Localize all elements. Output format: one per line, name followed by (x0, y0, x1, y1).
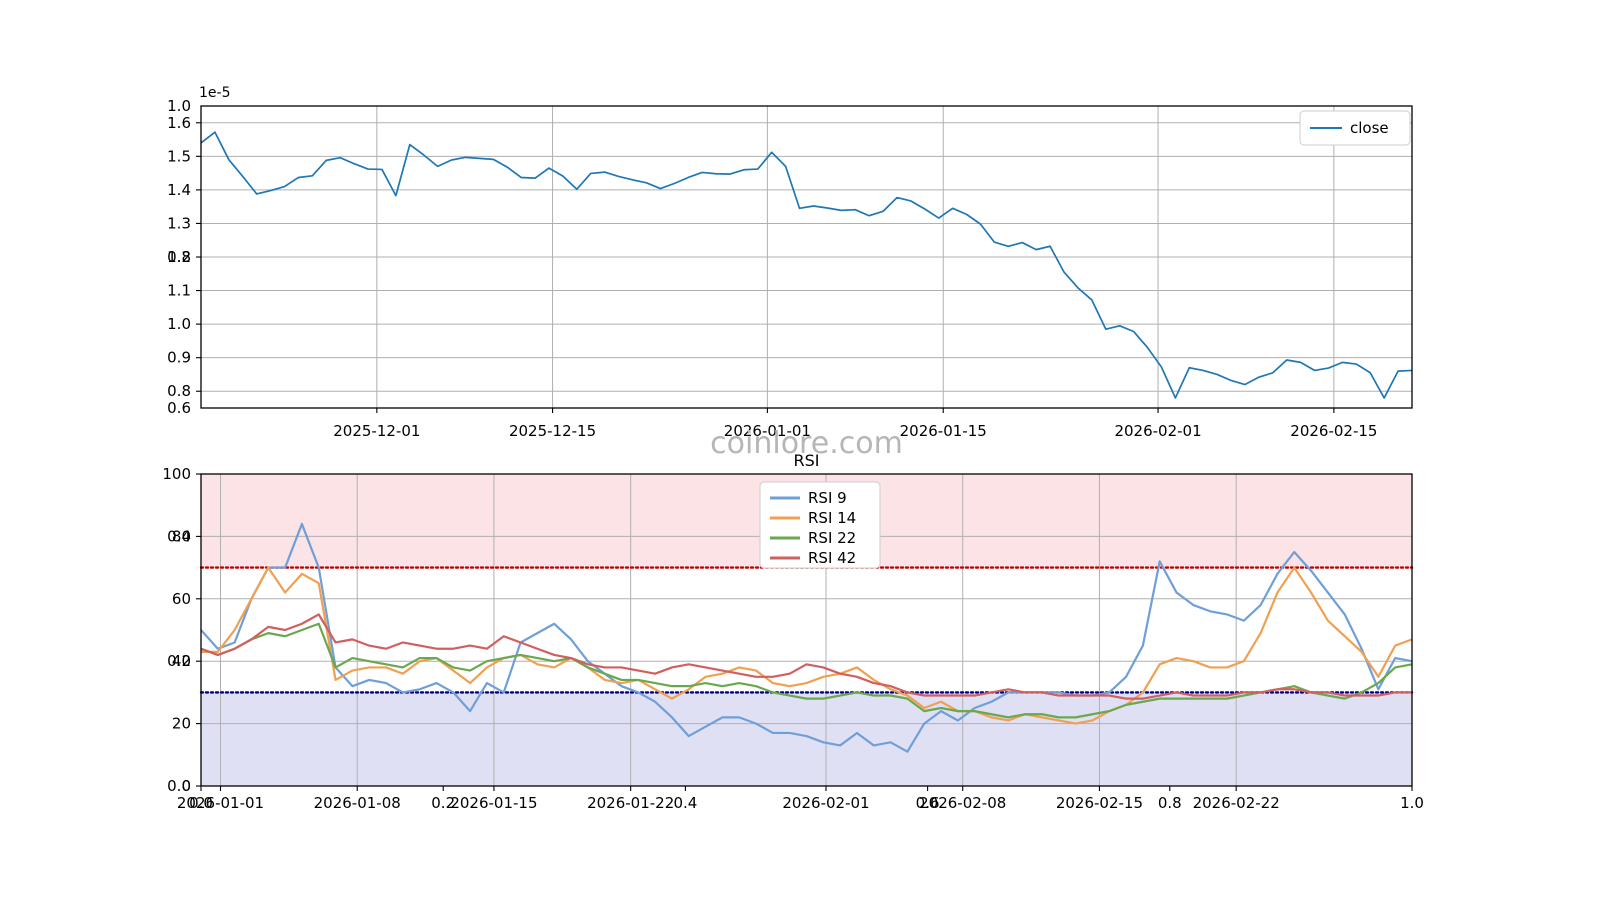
watermark-text: coinlore.com (710, 426, 903, 461)
price-xtick-label: 2026-02-15 (1290, 422, 1377, 440)
price-ytick-label: 0.9 (167, 349, 191, 367)
rsi-secondary-xtick-label: 0.0 (189, 794, 213, 812)
rsi-xtick-label: 2026-01-01 (177, 794, 264, 812)
rsi-xtick-label: 2026-01-15 (450, 794, 537, 812)
rsi-xtick-label: 2026-01-22 (587, 794, 674, 812)
rsi-secondary-ytick-label: 0.0 (167, 777, 191, 795)
rsi-legend-label-rsi-42: RSI 42 (808, 549, 856, 567)
price-ytick-label: 1.3 (167, 214, 191, 232)
price-xtick-label: 2025-12-15 (509, 422, 596, 440)
price-ytick-label: 1.2 (167, 248, 191, 266)
price-secondary-ytick-label: 1.0 (167, 97, 191, 115)
rsi-legend-label-rsi-22: RSI 22 (808, 529, 856, 547)
rsi-secondary-ytick-label: 0.4 (167, 527, 191, 545)
rsi-xtick-label: 2026-02-01 (782, 794, 869, 812)
rsi-chart-title: RSI (794, 451, 820, 470)
rsi-ytick-label: 80 (172, 527, 191, 545)
price-ytick-label: 1.6 (167, 114, 191, 132)
rsi-axes-frame (200, 473, 1413, 787)
rsi-series-rsi-42 (200, 613, 1412, 700)
price-xtick-label: 2026-01-01 (724, 422, 811, 440)
rsi-legend-label-rsi-9: RSI 9 (808, 489, 847, 507)
price-ytick-label: 1.4 (167, 181, 191, 199)
price-series-close (200, 131, 1413, 399)
rsi-xtick-label: 2026-01-08 (314, 794, 401, 812)
price-legend-box (1299, 110, 1411, 146)
rsi-ytick-label: 0 (181, 777, 191, 795)
price-ytick-label: 1.5 (167, 147, 191, 165)
rsi-legend-label-rsi-14: RSI 14 (808, 509, 856, 527)
price-ytick-label: 0.8 (167, 382, 191, 400)
rsi-legend-box (759, 481, 881, 569)
price-secondary-ytick-label: 0.6 (167, 399, 191, 417)
rsi-ytick-label: 100 (162, 465, 191, 483)
price-xtick-label: 2025-12-01 (333, 422, 420, 440)
rsi-secondary-xtick-label: 0.2 (431, 794, 455, 812)
rsi-secondary-ytick-label: 0.2 (167, 652, 191, 670)
rsi-xtick-label: 2026-02-22 (1193, 794, 1280, 812)
rsi-ytick-label: 20 (172, 715, 191, 733)
rsi-legend[interactable]: RSI 9 RSI 14 RSI 22 RSI 42 (759, 481, 881, 569)
price-ytick-label: 1.1 (167, 282, 191, 300)
price-axes-frame (200, 105, 1413, 409)
rsi-panel: 0 20 40 60 80 100 0.0 0.2 0.4 2026-01-01 2026-01-0… (162, 451, 1424, 812)
rsi-secondary-xtick-label: 0.8 (1158, 794, 1182, 812)
rsi-ytick-label: 60 (172, 590, 191, 608)
price-legend-label-close: close (1350, 119, 1389, 137)
rsi-secondary-xtick-label: 1.0 (1400, 794, 1424, 812)
price-secondary-ytick-label: 0.8 (167, 248, 191, 266)
price-panel: 0.80.91.01.11.21.31.41.51.60.60.81.02025… (167, 85, 1413, 440)
rsi-secondary-xtick-label: 0.4 (673, 794, 697, 812)
rsi-ytick-label: 40 (172, 652, 191, 670)
rsi-oversold-band (201, 692, 1412, 786)
rsi-xtick-label: 2026-02-08 (919, 794, 1006, 812)
rsi-xtick-label: 2026-02-15 (1056, 794, 1143, 812)
rsi-secondary-xtick-label: 0.6 (916, 794, 940, 812)
rsi-series-rsi-14 (201, 566, 1413, 725)
rsi-series-rsi-22 (200, 622, 1413, 719)
price-ytick-label: 1.0 (167, 315, 191, 333)
price-xtick-label: 2026-02-01 (1114, 422, 1201, 440)
price-xtick-label: 2026-01-15 (900, 422, 987, 440)
rsi-series-rsi-9 (200, 522, 1413, 753)
price-legend[interactable]: close (1299, 110, 1411, 146)
price-y-offset-label: 1e-5 (199, 85, 230, 101)
